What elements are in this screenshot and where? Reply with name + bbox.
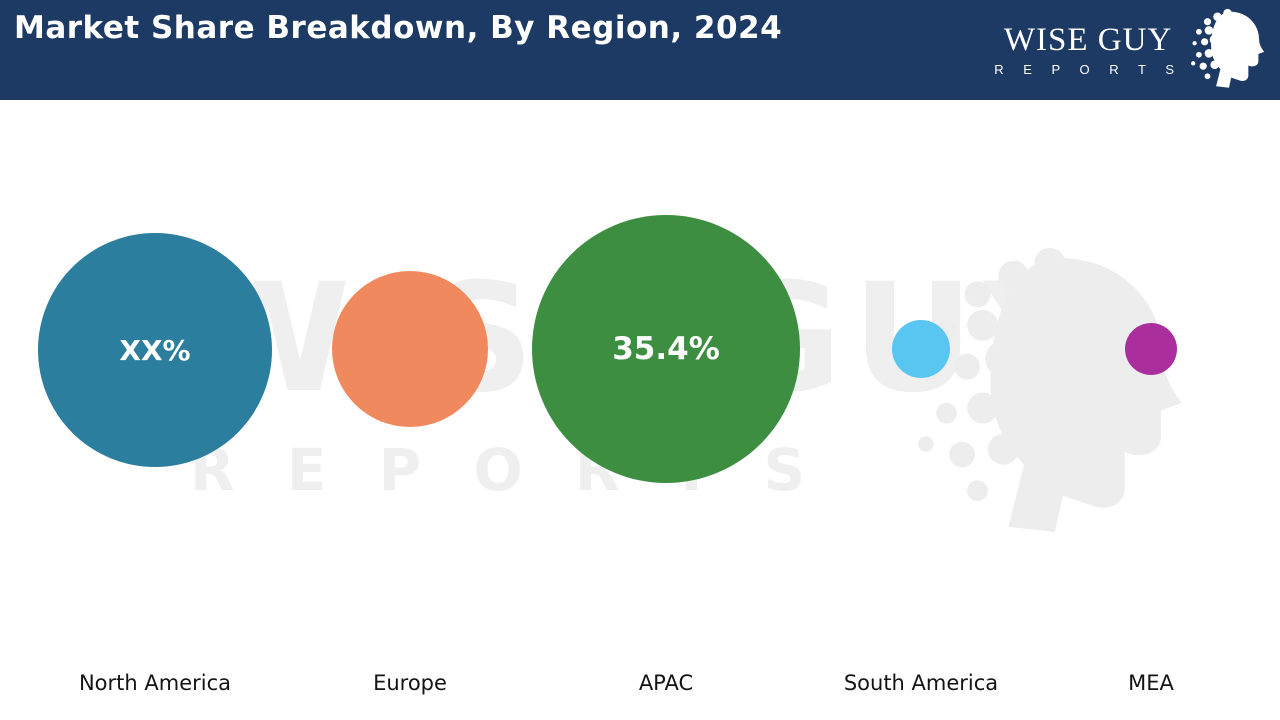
bubble-south-america [892, 320, 950, 378]
category-label-apac: APAC [638, 671, 694, 695]
brand-name-top: WISE GUY [1003, 21, 1173, 58]
category-label-north-america: North America [78, 671, 232, 695]
brand-logo: WISE GUY R E P O R T S [994, 6, 1272, 92]
category-label-europe: Europe [373, 671, 447, 695]
brand-head-icon [1186, 6, 1272, 92]
bubble-europe [332, 271, 488, 427]
bubble-apac: 35.4% [532, 215, 800, 483]
header-bar: Market Share Breakdown, By Region, 2024 … [0, 0, 1280, 100]
bubble-value-label-north-america: XX% [119, 333, 191, 367]
bubble-north-america: XX% [38, 233, 272, 467]
brand-name-bottom: R E P O R T S [994, 61, 1182, 77]
category-label-mea: MEA [1128, 671, 1174, 695]
bubble-mea [1125, 323, 1177, 375]
bubble-value-label-apac: 35.4% [612, 331, 720, 367]
category-label-south-america: South America [843, 671, 999, 695]
page-title: Market Share Breakdown, By Region, 2024 [14, 10, 783, 46]
brand-name: WISE GUY R E P O R T S [994, 22, 1182, 77]
